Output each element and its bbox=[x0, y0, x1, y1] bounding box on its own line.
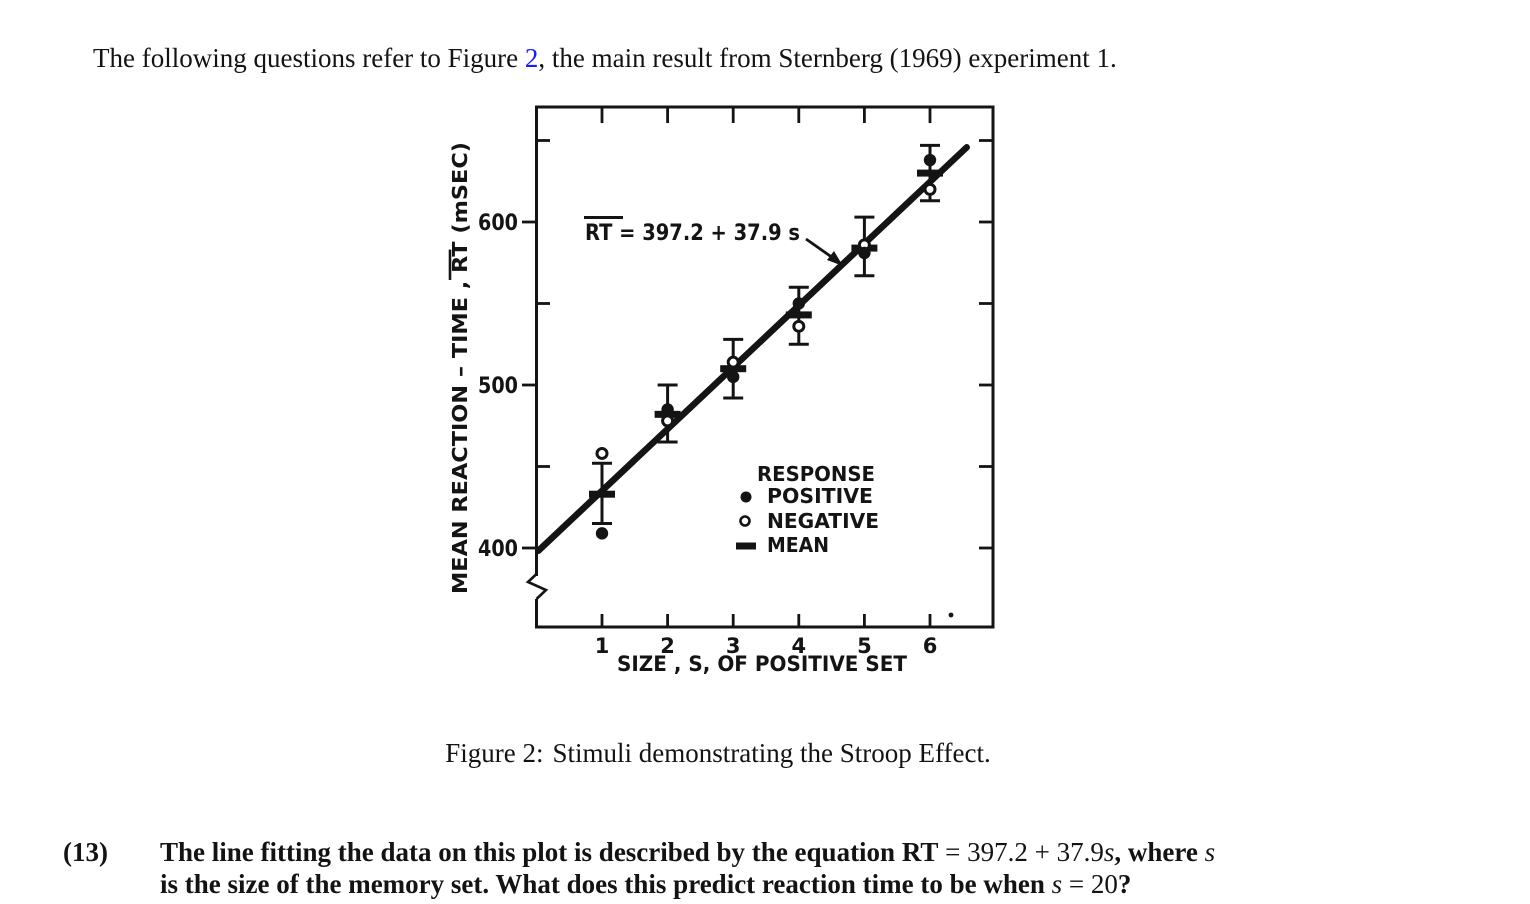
equation-arrow-line bbox=[805, 237, 834, 260]
figure-2-scan: 1 2 3 4 5 6 400 500 600 RT = 397.2 + 37.9 s RESPON… bbox=[440, 95, 1020, 695]
positive-point bbox=[595, 527, 609, 540]
y-tick-label: 600 bbox=[478, 211, 518, 236]
y-tick-label: 400 bbox=[478, 537, 518, 562]
mean-dash bbox=[917, 169, 943, 177]
legend-label: MEAN bbox=[767, 533, 829, 557]
question-var-s: s bbox=[1204, 837, 1216, 867]
y-tick-label: 500 bbox=[478, 374, 518, 399]
figure-caption-text: Stimuli demonstrating the Stroop Effect. bbox=[552, 738, 991, 768]
chart-frame bbox=[535, 105, 995, 629]
question-line-2: is the size of the memory set. What does… bbox=[160, 869, 1470, 901]
question-line-1: The line fitting the data on this plot i… bbox=[160, 837, 1470, 869]
question-number: (13) bbox=[63, 837, 108, 867]
positive-point bbox=[661, 403, 674, 416]
mean-dash bbox=[785, 311, 812, 319]
positive-point bbox=[923, 153, 937, 167]
positive-point bbox=[858, 246, 871, 260]
figure-caption: Figure 2: Stimuli demonstrating the Stroo… bbox=[412, 738, 1024, 769]
y-axis-title-group: MEAN REACTION – TIME , RT (mSEC) bbox=[448, 142, 472, 594]
x-axis-title: SIZE , S, OF POSITIVE SET bbox=[617, 652, 908, 676]
legend-label: NEGATIVE bbox=[767, 509, 879, 533]
equation-arrow-head bbox=[827, 251, 843, 266]
positive-point bbox=[727, 370, 740, 384]
x-tick-label: 1 bbox=[595, 634, 610, 658]
question-body: The line fitting the data on this plot i… bbox=[160, 837, 1470, 900]
x-tick-label: 6 bbox=[923, 634, 938, 658]
positive-point bbox=[792, 297, 805, 310]
x-tick-label: 4 bbox=[791, 634, 806, 658]
legend-open-circle-marker bbox=[739, 515, 751, 527]
legend-dash-marker bbox=[736, 542, 756, 550]
axis-break bbox=[525, 573, 549, 600]
legend-label: POSITIVE bbox=[767, 484, 873, 508]
question-s-value: = 20 bbox=[1062, 868, 1118, 899]
equation-rhs: = 397.2 + 37.9 bbox=[938, 837, 1104, 867]
negative-point bbox=[923, 182, 937, 196]
figure-2-link[interactable]: 2 bbox=[524, 43, 539, 73]
equation-rt: RT bbox=[901, 837, 939, 867]
question-var-s: s bbox=[1051, 868, 1063, 899]
intro-text-before: The following questions refer to Figure bbox=[93, 43, 525, 73]
question-text: The line fitting the data on this plot i… bbox=[160, 837, 902, 867]
negative-point bbox=[595, 446, 609, 460]
intro-paragraph: The following questions refer to Figure … bbox=[93, 43, 1117, 74]
intro-text-after: , the main result from Sternberg (1969) … bbox=[538, 43, 1117, 73]
negative-point bbox=[792, 319, 806, 333]
legend-title: RESPONSE bbox=[757, 462, 875, 486]
fit-line bbox=[535, 144, 970, 554]
equation-label: RT = 397.2 + 37.9 s bbox=[585, 221, 800, 246]
x-tick-label: 2 bbox=[660, 634, 675, 658]
question-text: , where bbox=[1114, 837, 1205, 867]
x-tick-label: 3 bbox=[726, 634, 741, 658]
figure-caption-label: Figure 2: bbox=[445, 738, 544, 768]
equation-var-s: s bbox=[1103, 837, 1115, 867]
sternberg-figure-svg: 1 2 3 4 5 6 400 500 600 RT = 397.2 + 37.9 s RESPON… bbox=[448, 105, 995, 676]
question-mark: ? bbox=[1117, 868, 1132, 899]
negative-point bbox=[726, 355, 740, 369]
scan-artifact-dot bbox=[948, 612, 954, 618]
negative-point bbox=[661, 414, 675, 428]
y-axis-title: MEAN REACTION – TIME , RT (mSEC) bbox=[448, 142, 472, 594]
question-text: is the size of the memory set. What does… bbox=[160, 868, 1052, 899]
legend-filled-circle-marker bbox=[740, 491, 752, 503]
x-tick-label: 5 bbox=[857, 634, 872, 658]
